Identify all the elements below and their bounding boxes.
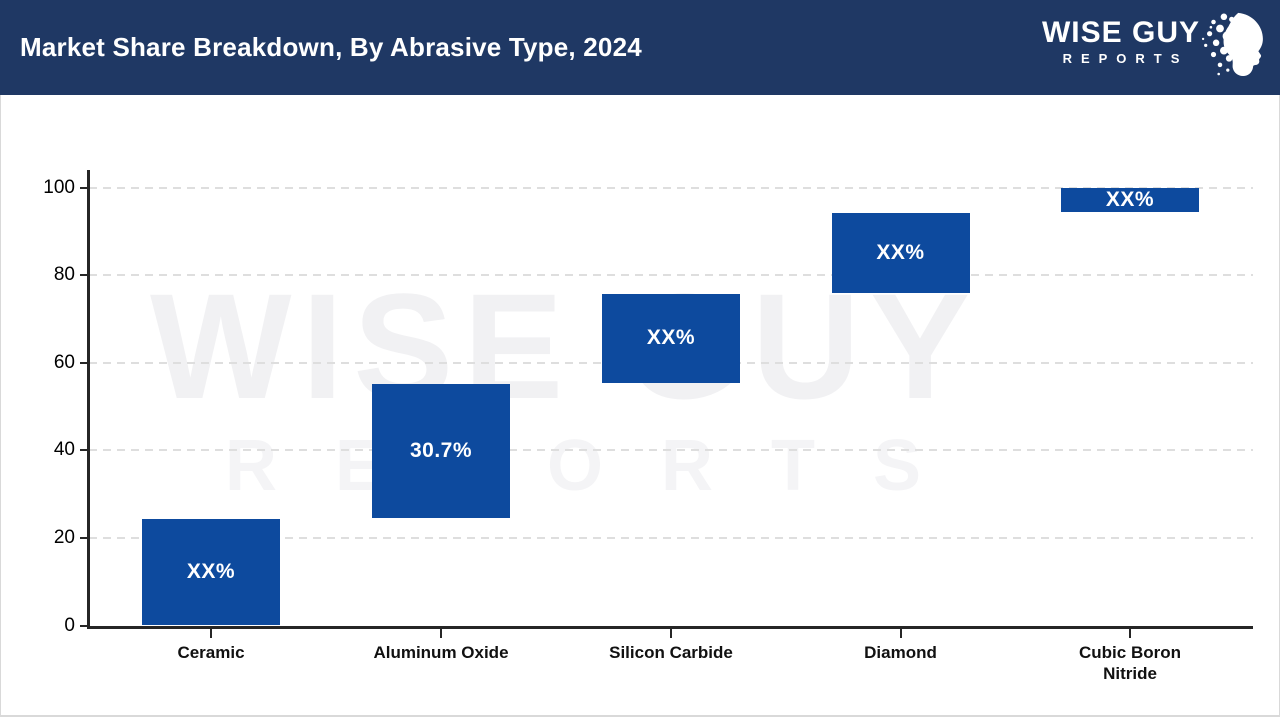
y-axis-tick — [80, 361, 89, 364]
x-axis-line — [87, 625, 1253, 629]
bar-value-label-aluminum-oxide: 30.7% — [409, 438, 473, 462]
bar-value-label-cubic-boron-nitride: XX% — [1105, 187, 1155, 211]
y-axis-tick-label: 80 — [53, 264, 75, 286]
x-axis-category-label-aluminum-oxide: Aluminum Oxide — [373, 642, 509, 662]
y-axis-line — [87, 170, 90, 629]
x-axis-tick — [210, 628, 212, 638]
y-axis-tick-label: 0 — [64, 614, 75, 636]
bar-diamond: XX% — [831, 212, 970, 294]
x-axis-category-label-cubic-boron-nitride: Cubic Boron Nitride — [1079, 642, 1181, 683]
x-axis-tick — [440, 628, 442, 638]
y-axis-tick — [80, 624, 89, 627]
x-axis-tick — [1129, 628, 1131, 638]
y-axis-tick — [80, 536, 89, 539]
gridline-y-80 — [89, 274, 1253, 277]
bar-value-label-silicon-carbide: XX% — [646, 326, 696, 350]
gridline-y-100 — [89, 186, 1253, 189]
bar-ceramic: XX% — [142, 519, 280, 626]
logo-wordmark-line2: REPORTS — [1062, 51, 1189, 66]
y-axis-tick-label: 20 — [53, 526, 75, 548]
page-title: Market Share Breakdown, By Abrasive Type… — [20, 32, 642, 62]
x-axis-tick — [670, 628, 672, 638]
bar-aluminum-oxide: 30.7% — [372, 383, 510, 519]
bar-value-label-diamond: XX% — [876, 240, 925, 264]
bar-silicon-carbide: XX% — [602, 293, 740, 383]
y-axis-tick-label: 100 — [43, 176, 75, 198]
y-axis-tick-label: 40 — [53, 439, 75, 461]
x-axis-category-label-diamond: Diamond — [864, 642, 937, 662]
y-axis-tick — [80, 449, 89, 452]
bar-cubic-boron-nitride: XX% — [1061, 187, 1199, 213]
header-bar: Market Share Breakdown, By Abrasive Type… — [0, 0, 1280, 95]
x-axis-category-label-ceramic: Ceramic — [177, 642, 245, 662]
y-axis-tick-label: 60 — [53, 351, 75, 373]
y-axis-tick — [80, 186, 89, 189]
dotted-head-icon — [1201, 12, 1263, 77]
gridline-y-20 — [89, 536, 1253, 539]
y-axis-tick — [80, 274, 89, 277]
logo-wordmark-line1: WISE GUY — [1041, 16, 1200, 49]
x-axis-category-label-silicon-carbide: Silicon Carbide — [609, 642, 733, 662]
wise-guy-logo: WISE GUY REPORTS — [1028, 4, 1268, 92]
x-axis-tick — [899, 628, 902, 638]
logo-wordmark: WISE GUY REPORTS — [1042, 16, 1200, 66]
bar-value-label-ceramic: XX% — [186, 560, 236, 584]
gridline-y-40 — [89, 449, 1253, 452]
